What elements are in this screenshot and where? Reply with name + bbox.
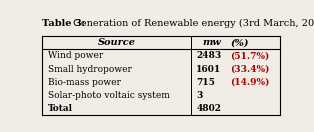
Text: Source: Source — [98, 38, 136, 47]
Text: mw: mw — [202, 38, 221, 47]
Text: Solar-photo voltaic system: Solar-photo voltaic system — [48, 91, 170, 100]
Text: (%): (%) — [230, 38, 249, 47]
Text: Bio-mass power: Bio-mass power — [48, 78, 121, 87]
Text: Table 3:: Table 3: — [42, 19, 85, 28]
Text: 3: 3 — [196, 91, 203, 100]
Text: 4802: 4802 — [196, 104, 221, 113]
Text: 715: 715 — [196, 78, 215, 87]
Text: 1601: 1601 — [196, 65, 221, 74]
Text: (51.7%): (51.7%) — [230, 51, 269, 60]
Text: 2483: 2483 — [196, 51, 221, 60]
Text: Total: Total — [48, 104, 73, 113]
Text: Small hydropower: Small hydropower — [48, 65, 132, 74]
Text: (33.4%): (33.4%) — [230, 65, 270, 74]
Text: Generation of Renewable energy (3rd March, 2004): Generation of Renewable energy (3rd Marc… — [70, 19, 314, 28]
Text: Wind power: Wind power — [48, 51, 104, 60]
Text: (14.9%): (14.9%) — [230, 78, 270, 87]
